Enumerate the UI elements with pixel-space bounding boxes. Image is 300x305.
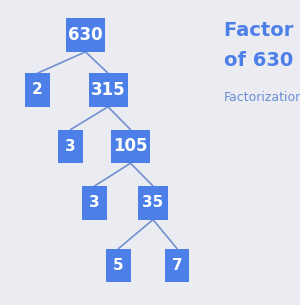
FancyBboxPatch shape — [88, 73, 128, 107]
FancyBboxPatch shape — [58, 130, 83, 163]
Text: Factorization.info: Factorization.info — [224, 91, 300, 104]
FancyBboxPatch shape — [66, 18, 105, 52]
Text: 2: 2 — [32, 82, 43, 98]
Text: 3: 3 — [65, 139, 76, 154]
Text: 35: 35 — [142, 195, 164, 210]
FancyBboxPatch shape — [106, 249, 131, 282]
Text: 315: 315 — [91, 81, 125, 99]
FancyBboxPatch shape — [165, 249, 189, 282]
FancyBboxPatch shape — [111, 130, 150, 163]
Text: 7: 7 — [172, 258, 182, 273]
FancyBboxPatch shape — [25, 73, 50, 107]
Text: Factor Tree: Factor Tree — [224, 21, 300, 40]
Text: 5: 5 — [113, 258, 124, 273]
Text: 630: 630 — [68, 26, 103, 44]
Text: 105: 105 — [113, 137, 148, 156]
Text: of 630: of 630 — [224, 52, 293, 70]
FancyBboxPatch shape — [138, 186, 168, 220]
FancyBboxPatch shape — [82, 186, 107, 220]
Text: 3: 3 — [89, 195, 100, 210]
